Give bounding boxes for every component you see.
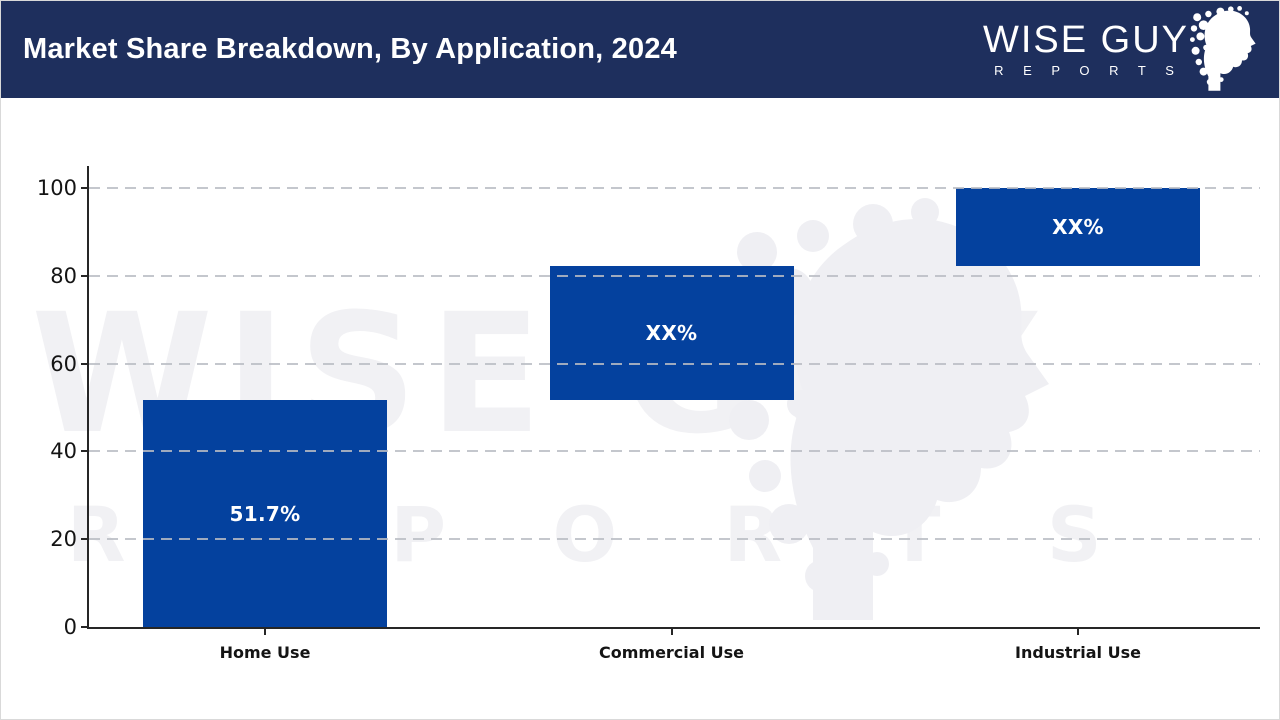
page-title: Market Share Breakdown, By Application, … — [23, 33, 677, 65]
y-axis-tick-label: 20 — [50, 527, 77, 552]
y-tick — [81, 187, 89, 189]
wiseguy-head-icon — [1185, 6, 1267, 94]
gridline — [89, 538, 1260, 541]
x-tick — [264, 627, 266, 635]
gridline — [89, 362, 1260, 365]
header: Market Share Breakdown, By Application, … — [1, 1, 1279, 98]
y-axis-tick-label: 100 — [36, 176, 77, 200]
logo: WISE GUY R E P O R T S — [983, 6, 1267, 94]
y-axis-tick-label: 60 — [50, 351, 77, 376]
logo-wordmark-line1: WISE GUY — [982, 19, 1189, 61]
y-tick — [81, 626, 89, 628]
bar: 51.7% — [143, 400, 387, 627]
gridline — [89, 450, 1260, 453]
y-tick — [81, 450, 89, 453]
y-tick — [81, 362, 89, 365]
bar-value-label: 51.7% — [229, 501, 301, 526]
y-axis-tick-label: 0 — [63, 615, 77, 639]
x-tick — [670, 627, 673, 635]
logo-wordmark-line2: R E P O R T S — [994, 63, 1182, 78]
y-axis-tick-label: 40 — [50, 439, 77, 464]
y-axis-tick-label: 80 — [50, 263, 77, 288]
bar-value-label: XX% — [1052, 215, 1104, 240]
x-axis-category-label: Commercial Use — [598, 643, 744, 662]
bar: XX% — [956, 188, 1200, 267]
bar: XX% — [549, 266, 794, 401]
x-tick — [1077, 627, 1079, 635]
y-tick — [81, 274, 89, 277]
x-axis-category-label: Home Use — [219, 643, 311, 662]
bar-value-label: XX% — [645, 321, 698, 346]
y-tick — [81, 538, 89, 541]
logo-wordmark: WISE GUY R E P O R T S — [983, 21, 1189, 78]
x-axis-category-label: Industrial Use — [1015, 643, 1141, 662]
gridline — [89, 274, 1260, 277]
gridline — [89, 187, 1260, 189]
plot-area: 51.7% Home Use XX% Commercial Use XX% Industr… — [81, 166, 1260, 662]
